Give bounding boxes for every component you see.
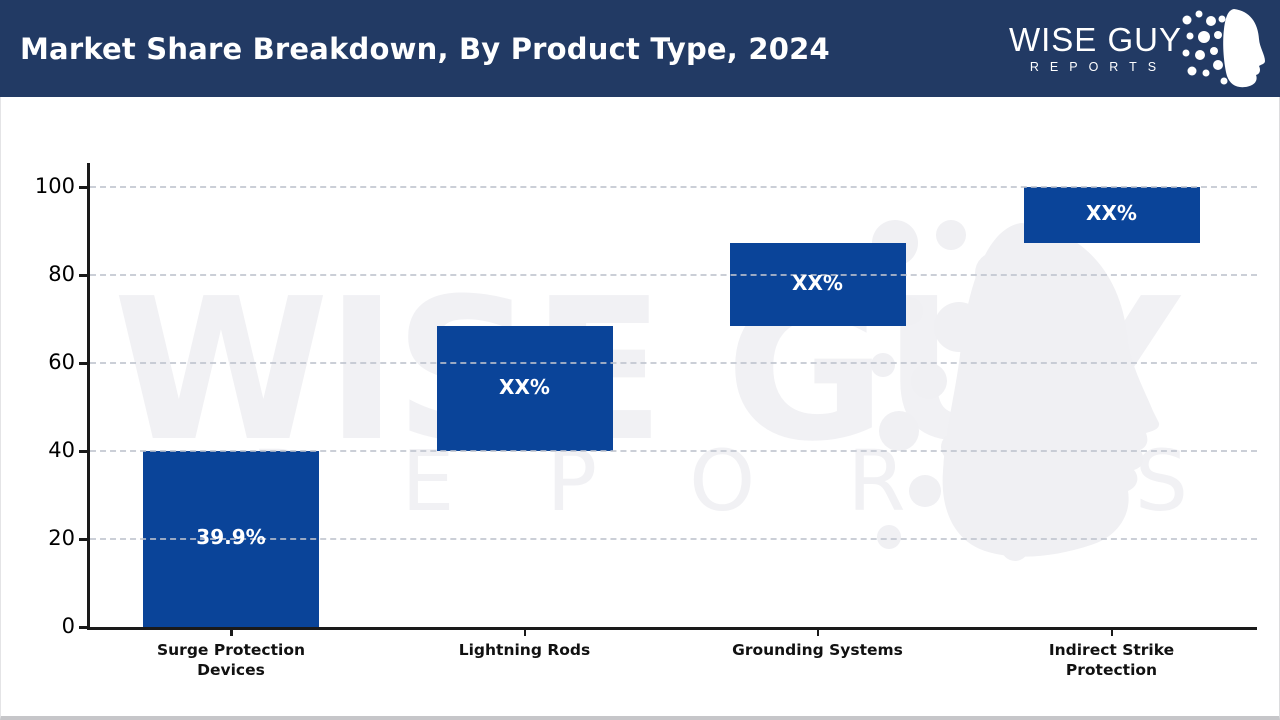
gridline-100: [90, 186, 1257, 188]
y-axis-line: [87, 163, 90, 630]
y-tick-label: 80: [48, 262, 75, 286]
bar-2: [729, 243, 906, 327]
logo-face-icon: [1182, 8, 1265, 87]
logo-name-text: WISE GUY: [1008, 21, 1182, 59]
chart-title: Market Share Breakdown, By Product Type,…: [20, 31, 830, 66]
gridline-80: [90, 274, 1257, 276]
y-tick-label: 0: [61, 614, 75, 638]
x-tick-label: Lightning Rods: [458, 641, 591, 659]
x-tick-mark: [230, 628, 233, 636]
x-tick-mark: [1110, 628, 1113, 636]
bar-1: [436, 326, 613, 452]
y-tick-mark: [79, 450, 89, 453]
logo-wordmark: WISE GUY REPORTS: [1009, 23, 1182, 74]
bar-3: [1023, 187, 1200, 244]
bar-value-label: 39.9%: [196, 525, 266, 550]
y-tick-mark: [79, 538, 89, 541]
chart-area: WISE GUY REPORTS 0 20 40 60 80 100 39.9% Surge …: [0, 97, 1280, 720]
y-tick-mark: [79, 274, 89, 277]
gridline-40: [90, 450, 1257, 452]
y-tick-mark: [79, 362, 89, 365]
y-tick-mark: [79, 186, 89, 189]
gridline-60: [90, 362, 1257, 364]
x-tick-label: Indirect Strike Protection: [1048, 641, 1175, 680]
y-tick-label: 100: [34, 174, 75, 198]
bar-value-label: XX%: [499, 374, 550, 399]
y-tick-label: 60: [48, 350, 75, 374]
y-tick-mark: [79, 626, 89, 629]
y-tick-label: 20: [48, 526, 75, 550]
x-tick-mark: [816, 628, 819, 636]
y-tick-label: 40: [48, 438, 75, 462]
logo-reports-text: REPORTS: [1029, 59, 1168, 74]
x-axis-line: [87, 627, 1257, 630]
x-tick-label: Surge Protection Devices: [156, 641, 305, 680]
bar-value-label: XX%: [1086, 201, 1137, 226]
bar-value-label: XX%: [792, 270, 843, 295]
watermark-face-icon: [871, 220, 1160, 561]
x-tick-label: Grounding Systems: [732, 641, 903, 659]
x-tick-mark: [523, 628, 526, 636]
gridline-20: [90, 538, 1257, 540]
brand-logo: WISE GUY REPORTS: [1009, 7, 1266, 91]
header: Market Share Breakdown, By Product Type,…: [0, 0, 1280, 97]
